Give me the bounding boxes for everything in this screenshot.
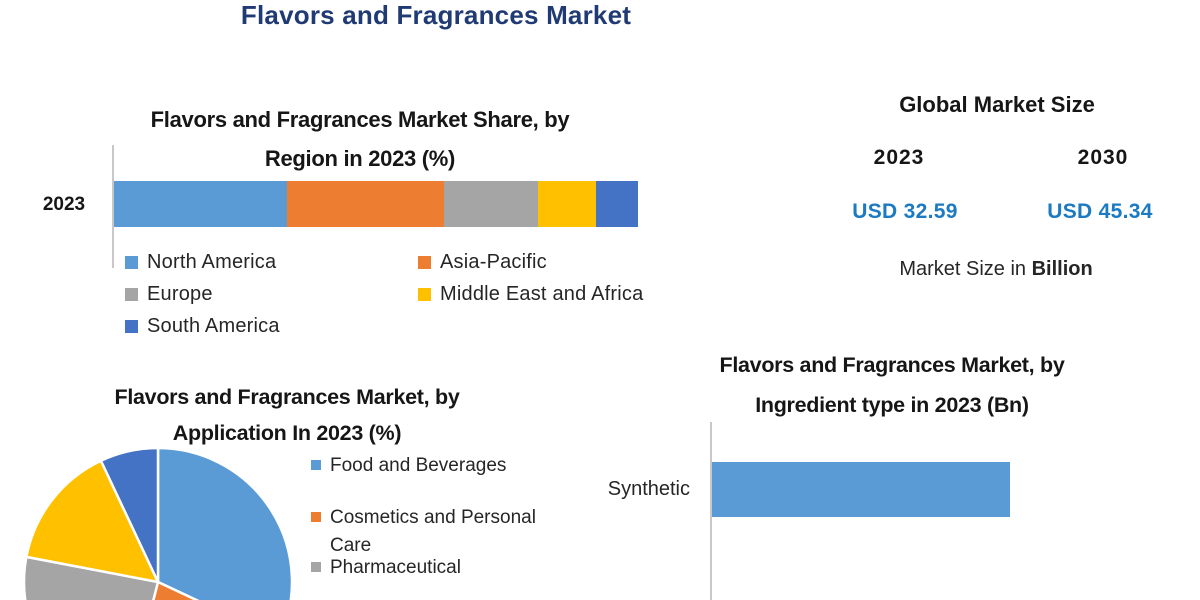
legend-item-cosmetics-and-personal-care: Cosmetics and Personal Care <box>311 504 551 560</box>
region-bar-segment-asia-pacific <box>286 181 445 227</box>
legend-label-europe: Europe <box>147 282 213 305</box>
legend-item-middle-east-and-africa: Middle East and Africa <box>418 278 643 310</box>
legend-swatch-south-america <box>125 319 138 333</box>
application-pie-svg <box>22 446 294 600</box>
region-bar-segment-north-america <box>114 181 287 227</box>
gms-year-2023: 2023 <box>873 146 925 169</box>
region-stacked-bar <box>114 181 638 227</box>
legend-item-north-america: North America <box>125 246 418 278</box>
legend-item-europe: Europe <box>125 278 418 310</box>
global-market-size-title: Global Market Size <box>899 92 1095 117</box>
legend-label-asia-pacific: Asia-Pacific <box>440 250 547 273</box>
legend-label-middle-east-and-africa: Middle East and Africa <box>440 282 644 305</box>
region-bar-segment-south-america <box>596 181 638 227</box>
region-chart-title-line1: Flavors and Fragrances Market Share, by <box>150 107 570 132</box>
legend-swatch-cosmetics-and-personal-care <box>311 512 321 522</box>
region-chart-title-line2: Region in 2023 (%) <box>264 146 456 171</box>
pie-slice-cosmetics-and-personal-care <box>152 580 200 600</box>
page-title: Flavors and Fragrances Market <box>240 0 632 30</box>
legend-swatch-middle-east-and-africa <box>418 287 431 301</box>
pie-slice-4 <box>99 446 160 584</box>
legend-label-cosmetics-and-personal-care: Cosmetics and Personal Care <box>330 507 536 556</box>
ingredient-chart-title-line2: Ingredient type in 2023 (Bn) <box>755 393 1029 417</box>
application-chart-title: Flavors and Fragrances Market, by Applic… <box>37 379 537 451</box>
ingredient-chart-title-line1: Flavors and Fragrances Market, by <box>719 353 1065 377</box>
pie-slice-pharmaceutical <box>22 555 160 600</box>
legend-item-asia-pacific: Asia-Pacific <box>418 246 643 278</box>
legend-swatch-food-and-beverages <box>311 460 321 470</box>
legend-swatch-pharmaceutical <box>311 562 321 572</box>
region-category-label: 2023 <box>42 194 86 215</box>
legend-label-north-america: North America <box>147 250 277 273</box>
region-bar-segment-middle-east-and-africa <box>538 181 597 227</box>
region-bar-segment-europe <box>444 181 539 227</box>
ingredient-category-label: Synthetic <box>607 478 690 500</box>
ingredient-bar <box>712 462 1010 517</box>
ingredient-category-axis <box>710 422 712 600</box>
application-chart-title-line1: Flavors and Fragrances Market, by <box>114 385 460 409</box>
legend-item-pharmaceutical: Pharmaceutical <box>311 554 541 582</box>
legend-label-pharmaceutical: Pharmaceutical <box>330 557 461 578</box>
legend-swatch-asia-pacific <box>418 255 431 269</box>
application-chart-title-line2: Application In 2023 (%) <box>172 421 402 445</box>
legend-item-food-and-beverages: Food and Beverages <box>311 452 541 480</box>
pie-slice-food-and-beverages <box>156 446 294 600</box>
gms-year-2030: 2030 <box>1077 146 1129 169</box>
gms-value-2030: USD 45.34 <box>1047 200 1153 223</box>
gms-note: Market Size in Billion <box>836 258 1156 281</box>
legend-label-food-and-beverages: Food and Beverages <box>330 455 507 476</box>
region-legend: North America Asia-Pacific Europe Middle… <box>125 246 643 342</box>
gms-note-bold: Billion <box>1031 258 1093 280</box>
ingredient-chart-title: Flavors and Fragrances Market, by Ingred… <box>642 345 1142 425</box>
pie-slice-3 <box>25 459 160 584</box>
gms-note-prefix: Market Size in <box>899 258 1032 280</box>
legend-swatch-north-america <box>125 255 138 269</box>
region-chart-title: Flavors and Fragrances Market Share, by … <box>110 100 610 178</box>
legend-label-south-america: South America <box>147 314 280 337</box>
legend-swatch-europe <box>125 287 138 301</box>
gms-value-2023: USD 32.59 <box>852 200 958 223</box>
legend-item-south-america: South America <box>125 310 418 342</box>
region-category-axis <box>112 145 114 268</box>
